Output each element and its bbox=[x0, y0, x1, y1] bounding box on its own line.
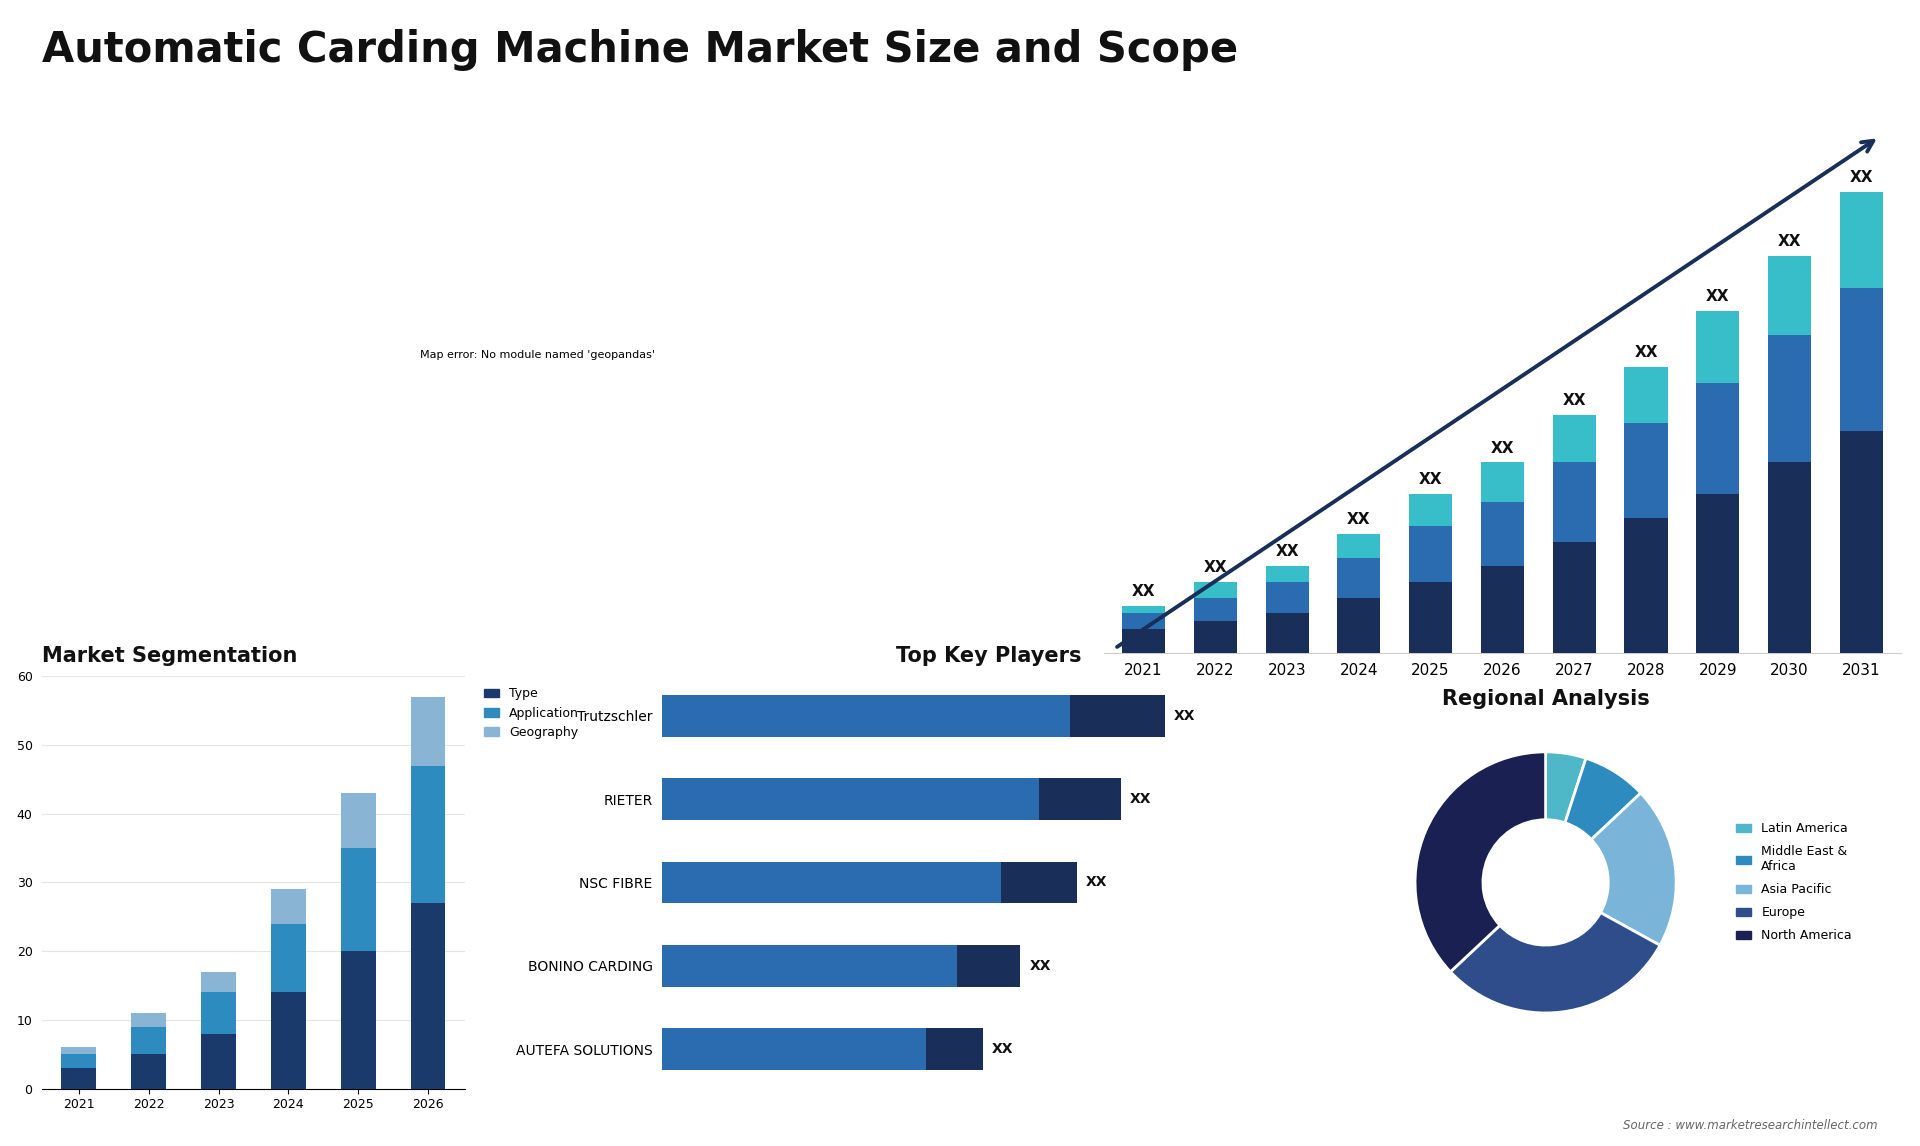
Bar bbox=[1338, 597, 1380, 653]
Bar bbox=[1121, 613, 1165, 629]
Text: XX: XX bbox=[1849, 171, 1874, 186]
Legend: Type, Application, Geography: Type, Application, Geography bbox=[480, 682, 584, 744]
Bar bbox=[1039, 778, 1121, 819]
Text: XX: XX bbox=[1131, 792, 1152, 806]
Bar bbox=[61, 1068, 96, 1089]
Bar bbox=[1553, 463, 1596, 542]
Bar bbox=[202, 972, 236, 992]
Text: XX: XX bbox=[1419, 472, 1442, 487]
Bar bbox=[1121, 629, 1165, 653]
Bar bbox=[1768, 256, 1811, 336]
Bar bbox=[1194, 621, 1236, 653]
Bar bbox=[131, 1013, 167, 1027]
Bar bbox=[131, 1054, 167, 1089]
Bar bbox=[411, 697, 445, 766]
Text: Source : www.marketresearchintellect.com: Source : www.marketresearchintellect.com bbox=[1622, 1120, 1878, 1132]
Bar bbox=[1265, 566, 1309, 582]
Text: XX: XX bbox=[1778, 234, 1801, 249]
Bar bbox=[1480, 502, 1524, 566]
Bar bbox=[411, 766, 445, 903]
Bar bbox=[1071, 694, 1165, 737]
Bar bbox=[1839, 288, 1884, 431]
Wedge shape bbox=[1415, 752, 1546, 972]
Text: XX: XX bbox=[993, 1042, 1014, 1057]
Bar bbox=[662, 778, 1039, 819]
Bar bbox=[131, 1027, 167, 1054]
Bar bbox=[202, 1034, 236, 1089]
Text: XX: XX bbox=[1087, 876, 1108, 889]
Text: XX: XX bbox=[1131, 583, 1156, 598]
Bar bbox=[662, 862, 1002, 903]
Text: Map error: No module named 'geopandas': Map error: No module named 'geopandas' bbox=[420, 351, 655, 360]
Bar bbox=[925, 1028, 983, 1070]
Bar bbox=[1265, 582, 1309, 613]
Bar bbox=[1695, 312, 1740, 383]
Bar bbox=[1409, 526, 1452, 582]
Bar bbox=[1553, 542, 1596, 653]
Bar bbox=[1194, 597, 1236, 621]
Bar bbox=[1409, 582, 1452, 653]
Bar bbox=[271, 992, 305, 1089]
Text: XX: XX bbox=[1707, 290, 1730, 305]
Text: XX: XX bbox=[1275, 544, 1298, 559]
Bar bbox=[1624, 518, 1667, 653]
Bar bbox=[340, 951, 376, 1089]
Bar bbox=[1338, 534, 1380, 558]
Bar bbox=[271, 924, 305, 992]
Bar bbox=[61, 1047, 96, 1054]
Bar bbox=[1839, 431, 1884, 653]
Text: XX: XX bbox=[1204, 559, 1227, 575]
Bar bbox=[1121, 605, 1165, 613]
Bar bbox=[340, 848, 376, 951]
Bar bbox=[662, 945, 958, 987]
Wedge shape bbox=[1565, 759, 1642, 840]
Bar bbox=[1480, 566, 1524, 653]
Text: Automatic Carding Machine Market Size and Scope: Automatic Carding Machine Market Size an… bbox=[42, 29, 1238, 71]
Bar bbox=[1409, 494, 1452, 526]
Text: Market Segmentation: Market Segmentation bbox=[42, 646, 298, 666]
Text: XX: XX bbox=[1563, 393, 1586, 408]
Bar bbox=[1338, 558, 1380, 597]
Bar bbox=[1265, 613, 1309, 653]
Text: XX: XX bbox=[1490, 440, 1515, 455]
Bar bbox=[1002, 862, 1077, 903]
Text: XX: XX bbox=[1348, 512, 1371, 527]
Bar bbox=[958, 945, 1020, 987]
Title: Top Key Players: Top Key Players bbox=[897, 646, 1081, 666]
Bar bbox=[61, 1054, 96, 1068]
Bar bbox=[1480, 463, 1524, 502]
Bar bbox=[1839, 193, 1884, 288]
Bar bbox=[411, 903, 445, 1089]
Bar bbox=[271, 889, 305, 924]
Bar bbox=[340, 793, 376, 848]
Bar bbox=[1695, 494, 1740, 653]
Bar bbox=[1768, 463, 1811, 653]
Text: XX: XX bbox=[1634, 345, 1657, 360]
Legend: Latin America, Middle East &
Africa, Asia Pacific, Europe, North America: Latin America, Middle East & Africa, Asi… bbox=[1732, 817, 1857, 948]
Wedge shape bbox=[1592, 793, 1676, 945]
Bar bbox=[1624, 423, 1667, 518]
Bar bbox=[662, 694, 1071, 737]
Bar bbox=[1695, 383, 1740, 494]
Bar bbox=[1768, 336, 1811, 463]
Bar bbox=[1553, 415, 1596, 463]
Wedge shape bbox=[1450, 912, 1661, 1013]
Wedge shape bbox=[1546, 752, 1586, 823]
Bar bbox=[202, 992, 236, 1034]
Bar bbox=[1624, 367, 1667, 423]
Bar bbox=[1194, 582, 1236, 597]
Title: Regional Analysis: Regional Analysis bbox=[1442, 690, 1649, 709]
Text: XX: XX bbox=[1029, 959, 1050, 973]
Bar bbox=[662, 1028, 925, 1070]
Text: XX: XX bbox=[1173, 708, 1196, 723]
